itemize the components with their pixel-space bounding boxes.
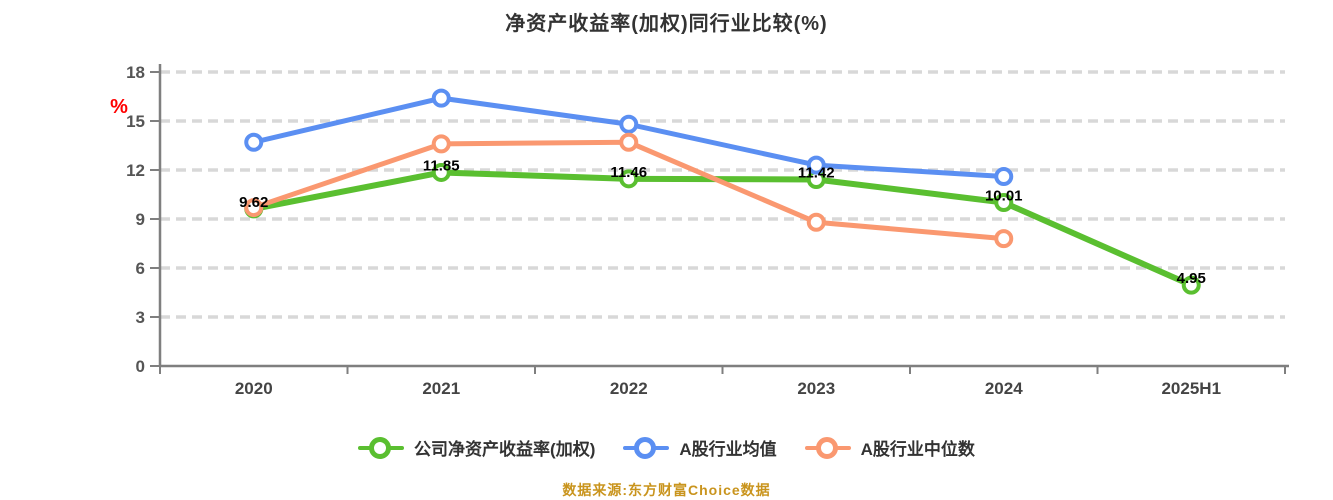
data-point-industry-average-2023[interactable] xyxy=(806,155,826,175)
series-line-company-roe xyxy=(250,169,1195,289)
legend-marker-company-roe xyxy=(358,436,405,460)
y-axis-unit-percent: % xyxy=(110,96,128,118)
data-point-industry-median-2024[interactable] xyxy=(994,229,1014,249)
x-category-label: 2023 xyxy=(797,379,835,398)
data-point-industry-average-2021[interactable] xyxy=(431,88,451,108)
x-category-label: 2020 xyxy=(235,379,273,398)
y-tick-label: 9 xyxy=(136,210,145,229)
data-point-industry-median-2021[interactable] xyxy=(431,134,451,154)
legend-item-industry-average[interactable]: A股行业均值 xyxy=(623,435,777,460)
data-point-industry-median-2020[interactable] xyxy=(244,198,264,218)
legend-label: 公司净资产收益率(加权) xyxy=(414,440,596,459)
data-label-company-roe-2020: 9.62 xyxy=(239,194,268,211)
x-category-label: 2022 xyxy=(610,379,648,398)
y-tick-label: 3 xyxy=(136,308,145,327)
y-tick-label: 15 xyxy=(126,112,145,131)
chart-title: 净资产收益率(加权)同行业比较(%) xyxy=(505,13,828,35)
data-point-industry-average-2024[interactable] xyxy=(994,167,1014,187)
x-category-label: 2024 xyxy=(985,379,1023,398)
y-tick-label: 12 xyxy=(126,161,145,180)
legend-label: A股行业中位数 xyxy=(860,440,975,459)
legend-label: A股行业均值 xyxy=(679,440,777,459)
data-point-industry-median-2023[interactable] xyxy=(806,212,826,232)
data-label-company-roe-2025H1: 4.95 xyxy=(1177,270,1206,287)
data-point-company-roe-2021[interactable] xyxy=(431,162,451,182)
data-point-company-roe-2022[interactable] xyxy=(619,169,639,189)
data-label-company-roe-2021: 11.85 xyxy=(423,157,460,174)
donut-marker-icon xyxy=(369,436,392,459)
data-point-company-roe-2024[interactable] xyxy=(994,193,1014,213)
donut-marker-icon xyxy=(634,436,657,459)
data-point-industry-average-2022[interactable] xyxy=(619,114,639,134)
legend-marker-industry-median xyxy=(804,436,851,460)
y-tick-label: 6 xyxy=(136,259,145,278)
data-point-company-roe-2025H1[interactable] xyxy=(1181,275,1201,295)
data-point-industry-median-2022[interactable] xyxy=(619,132,639,152)
data-label-company-roe-2024: 10.01 xyxy=(985,188,1023,205)
y-tick-label: 0 xyxy=(136,357,145,376)
donut-marker-icon xyxy=(815,436,838,459)
data-point-industry-average-2020[interactable] xyxy=(244,132,264,152)
legend-marker-industry-average xyxy=(623,436,670,460)
chart-legend: 公司净资产收益率(加权) A股行业均值 A股行业中位数 xyxy=(0,435,1333,460)
data-label-company-roe-2022: 11.46 xyxy=(610,164,647,181)
roe-line-chart: 0 3 6 9 12 15 18% 2020 2021 2022 2023 2024 2025H1 9.6… xyxy=(110,63,1289,398)
x-category-label: 2021 xyxy=(422,379,460,398)
data-label-company-roe-2023: 11.42 xyxy=(798,164,835,181)
legend-item-company-roe[interactable]: 公司净资产收益率(加权) xyxy=(358,435,595,460)
data-source-text: 数据来源:东方财富Choice数据 xyxy=(562,482,771,498)
legend-item-industry-median[interactable]: A股行业中位数 xyxy=(804,435,975,460)
x-category-label: 2025H1 xyxy=(1161,379,1221,398)
y-tick-label: 18 xyxy=(126,63,145,82)
